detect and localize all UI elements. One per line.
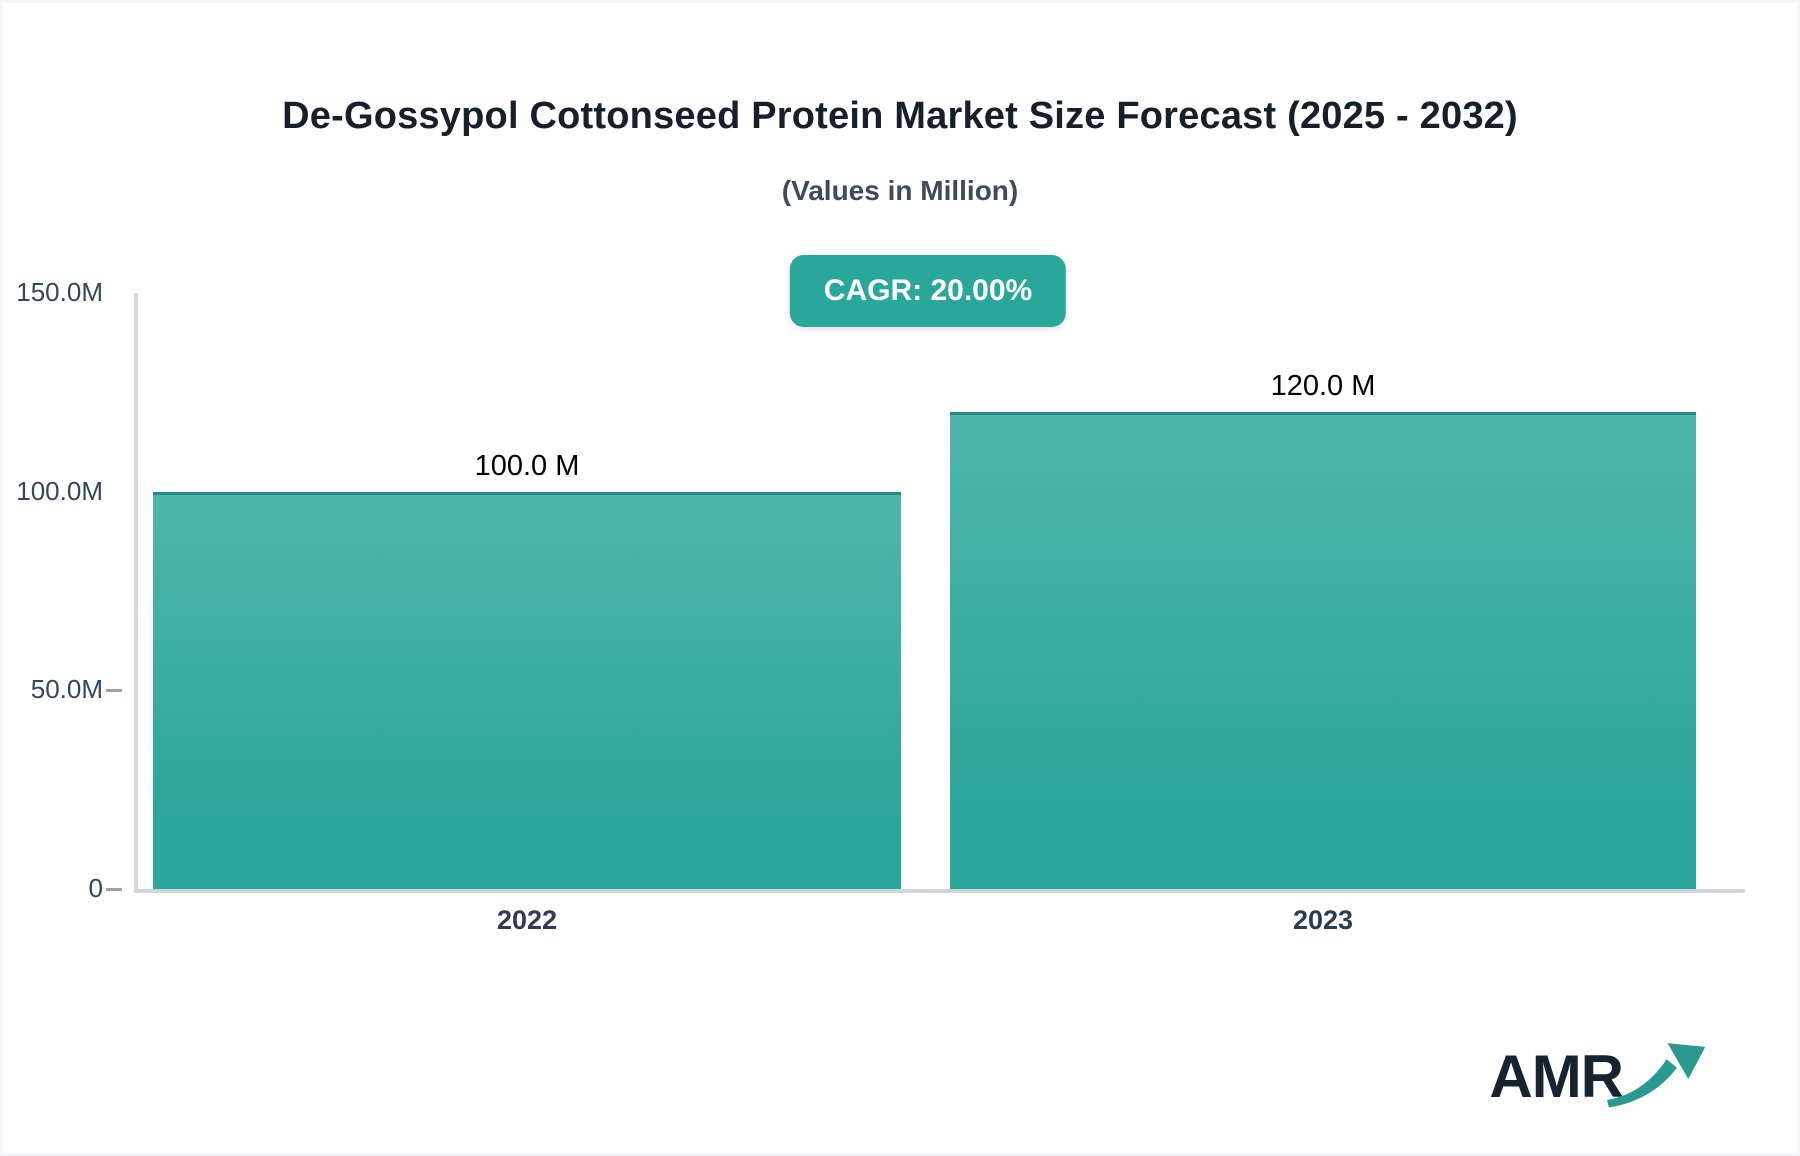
brand-logo-text: AMR xyxy=(1489,1043,1624,1110)
chart-subtitle: (Values in Million) xyxy=(781,175,1019,206)
cagr-badge: CAGR: 20.00% xyxy=(789,255,1067,327)
brand-logo: AMR xyxy=(1489,1041,1711,1113)
y-tick-label: 150.0M xyxy=(16,277,103,307)
y-tick-label: 0 xyxy=(88,873,103,903)
bar-2022 xyxy=(153,491,901,889)
y-tick-label: 100.0M xyxy=(16,475,103,506)
y-tick-mark xyxy=(106,689,122,693)
y-axis-line xyxy=(134,293,138,893)
bar-value-label: 120.0 M xyxy=(1270,370,1376,403)
x-category-label: 2023 xyxy=(1292,905,1354,935)
bar-2023 xyxy=(950,412,1696,889)
x-category-label: 2022 xyxy=(496,905,558,935)
growth-arrow-icon xyxy=(1607,1043,1706,1108)
y-tick-mark xyxy=(106,888,122,891)
bar-value-label: 100.0 M xyxy=(474,449,580,482)
y-tick-label: 50.0M xyxy=(30,674,103,705)
chart-title: De-Gossypol Cottonseed Protein Market Si… xyxy=(282,95,1518,137)
x-axis-line xyxy=(134,889,1745,893)
